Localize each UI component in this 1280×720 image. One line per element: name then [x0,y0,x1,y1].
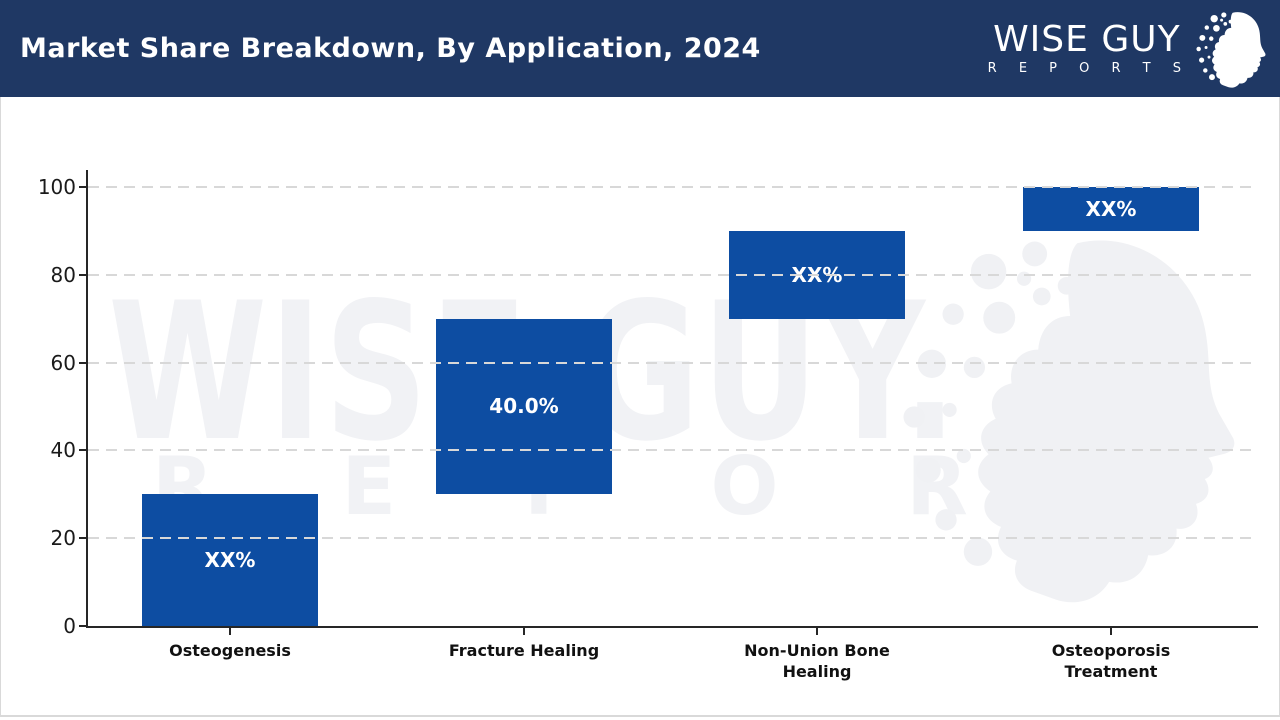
y-tick-mark [79,361,87,364]
x-tick-mark [523,628,525,635]
x-tick-mark [1110,628,1112,635]
gridline [88,449,1258,452]
y-axis-line [86,170,88,628]
header-bar: Market Share Breakdown, By Application, … [0,0,1280,97]
x-tick-mark [229,628,231,635]
bar-segment: 40.0% [436,318,612,495]
brand-logo: WISE GUY R E P O R T S [984,8,1266,90]
gridline [88,186,1258,188]
wise-guy-head-icon [1196,11,1266,88]
page-border-bottom [0,715,1280,717]
y-tick-label: 100 [37,175,76,199]
y-tick-mark [79,625,87,627]
x-axis-label: Fracture Healing [448,641,600,660]
x-axis-line [86,626,1258,628]
y-tick-label: 0 [63,614,76,638]
brand-tagline: R E P O R T S [987,61,1190,76]
page-border-left [0,97,1,716]
gridline [88,361,1258,364]
gridline [88,537,1258,540]
watermark-head-icon [903,240,1235,603]
brand-name: WISE GUY [993,19,1181,60]
y-tick-label: 20 [50,526,76,551]
bar-value-label: 40.0% [489,394,559,419]
brand-text: WISE GUY R E P O R T S [984,19,1190,77]
gridline [88,273,1258,276]
y-tick-mark [79,537,87,540]
bar-segment: XX% [1023,187,1199,231]
x-axis-label: Non-Union Bone Healing [744,641,890,681]
bar-value-label: XX% [204,548,256,573]
y-tick-mark [79,273,87,276]
y-tick-label: 60 [50,350,76,375]
y-tick-mark [79,449,87,452]
page-title: Market Share Breakdown, By Application, … [20,33,761,64]
x-axis-label: Osteoporosis Treatment [1051,641,1171,681]
y-tick-mark [79,186,87,188]
x-axis-label: Osteogenesis [169,641,291,660]
bar-segment: XX% [142,494,318,626]
x-tick-mark [816,628,818,635]
y-tick-label: 80 [50,262,76,287]
y-tick-label: 40 [50,438,76,463]
bar-value-label: XX% [1085,196,1137,221]
